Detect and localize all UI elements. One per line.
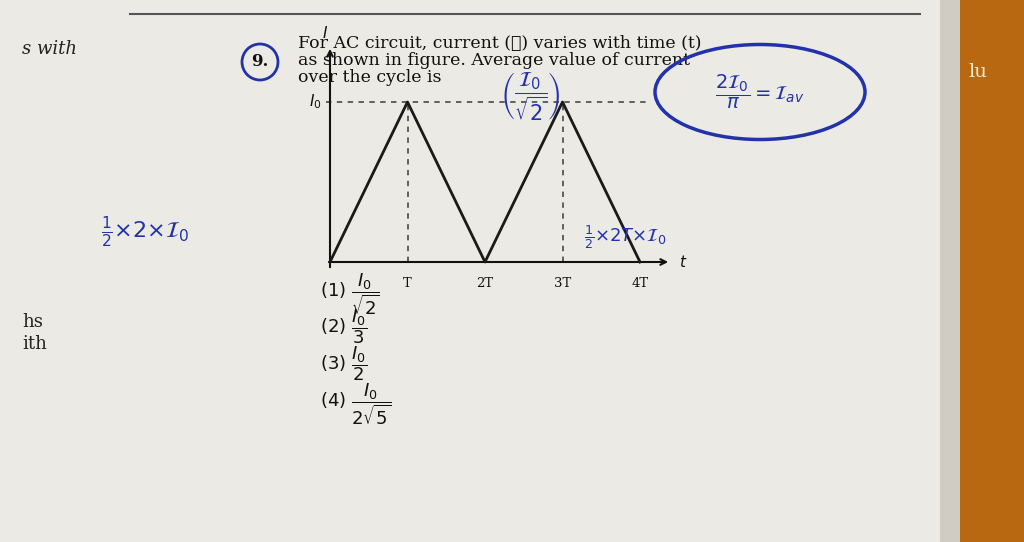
- Text: over the cycle is: over the cycle is: [298, 69, 441, 86]
- Text: 2T: 2T: [476, 277, 494, 290]
- Text: hs: hs: [22, 313, 43, 331]
- Text: $\frac{1}{2}{\times}2T{\times}\mathcal{I}_0$: $\frac{1}{2}{\times}2T{\times}\mathcal{I…: [584, 223, 667, 251]
- Text: For AC circuit, current (ℓ) varies with time (t): For AC circuit, current (ℓ) varies with …: [298, 35, 701, 52]
- Text: $(2)\ \dfrac{I_0}{3}$: $(2)\ \dfrac{I_0}{3}$: [319, 308, 368, 346]
- Text: lu: lu: [968, 63, 987, 81]
- Bar: [940, 0, 961, 542]
- Text: $I_0$: $I_0$: [309, 93, 322, 111]
- Text: $(3)\ \dfrac{I_0}{2}$: $(3)\ \dfrac{I_0}{2}$: [319, 345, 368, 383]
- Text: $I$: $I$: [322, 25, 328, 41]
- Text: T: T: [403, 277, 412, 290]
- Text: $\left(\dfrac{\mathcal{I}_0}{\sqrt{2}}\right)$: $\left(\dfrac{\mathcal{I}_0}{\sqrt{2}}\r…: [500, 71, 560, 123]
- Text: ith: ith: [22, 335, 47, 353]
- Text: $\dfrac{2\mathcal{I}_0}{\pi}{=}\mathcal{I}_{av}$: $\dfrac{2\mathcal{I}_0}{\pi}{=}\mathcal{…: [716, 73, 805, 111]
- Text: $t$: $t$: [679, 254, 687, 270]
- Text: s with: s with: [22, 40, 77, 58]
- Text: 3T: 3T: [554, 277, 571, 290]
- Text: 9.: 9.: [251, 54, 268, 70]
- Text: as shown in figure. Average value of current: as shown in figure. Average value of cur…: [298, 52, 690, 69]
- Text: $\frac{1}{2}{\times}2{\times}\mathcal{I}_0$: $\frac{1}{2}{\times}2{\times}\mathcal{I}…: [101, 215, 189, 249]
- Text: 4T: 4T: [632, 277, 648, 290]
- Bar: [961, 0, 1024, 542]
- Text: $(4)\ \dfrac{I_0}{2\sqrt{5}}$: $(4)\ \dfrac{I_0}{2\sqrt{5}}$: [319, 381, 391, 427]
- Text: $(1)\ \dfrac{I_0}{\sqrt{2}}$: $(1)\ \dfrac{I_0}{\sqrt{2}}$: [319, 271, 380, 317]
